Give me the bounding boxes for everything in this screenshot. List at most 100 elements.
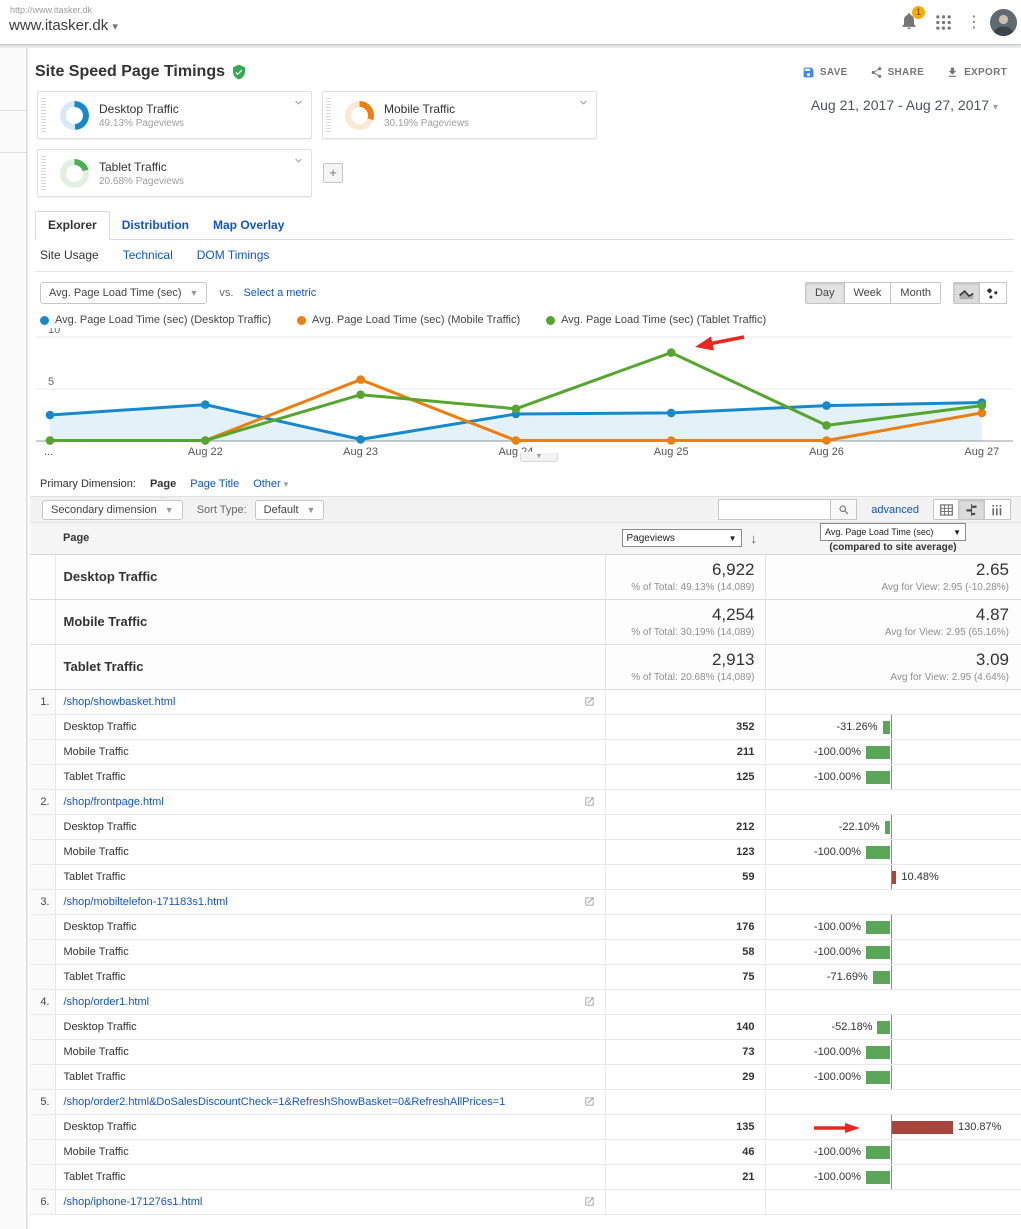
comparison-percent: 130.87% [958,1120,1002,1133]
open-in-new-icon[interactable] [584,1096,595,1110]
row-index-cell: 4. [30,989,56,1015]
select-a-metric-link[interactable]: Select a metric [243,287,317,299]
page-link[interactable]: /shop/order1.html [63,995,150,1008]
segment-sub-row: Mobile Traffic 211 -100.00% [30,739,1021,765]
segment-sub-row: Desktop Traffic 352 -31.26% [30,714,1021,740]
x-axis-expander[interactable]: ▼ [520,452,558,462]
subtab-dom-timings[interactable]: DOM Timings [196,248,270,262]
chevron-down-icon[interactable] [292,154,305,167]
legend-item-tablet[interactable]: Avg. Page Load Time (sec) (Tablet Traffi… [546,314,766,326]
comparison-view-button[interactable] [959,499,985,520]
dimension-page[interactable]: Page [149,478,177,499]
dimension-other[interactable]: Other ▾ [253,478,289,490]
page-link[interactable]: /shop/order2.html&DoSalesDiscountCheck=1… [63,1095,506,1108]
column-header-pageviews: Pageviews ▼ ↓ [605,523,765,555]
collapsed-nav-rail[interactable] [0,48,27,1229]
summary-row: Desktop Traffic 6,922 % of Total: 49.13% (… [30,554,1021,600]
open-in-new-icon[interactable] [584,996,595,1010]
comparison-bar-cell: -100.00% [764,939,1021,965]
bar-axis [890,739,892,764]
segment-card-tablet[interactable]: Tablet Traffic 20.68% Pageviews [37,149,312,197]
data-table-view-button[interactable] [933,499,959,520]
motion-chart-view-button[interactable] [980,282,1007,304]
pageviews-cell: 125 [604,764,765,790]
bar-axis [890,1114,892,1139]
secondary-dimension-button[interactable]: Secondary dimension ▼ [42,499,183,520]
legend-dot [297,315,307,325]
comparison-percent: -100.00% [813,1145,861,1158]
segment-label-cell: Mobile Traffic [55,739,605,765]
chevron-down-icon: ▾ [992,102,998,113]
comparison-bar [866,1045,890,1059]
tab-distribution[interactable]: Distribution [121,218,190,232]
pivot-view-button[interactable] [985,499,1011,520]
timeseries-chart[interactable]: 5 10... Aug 22 Aug 23 Aug 24 Aug 25 Aug 26 Aug … [36,324,1013,466]
row-index-cell [30,964,56,990]
subtab-technical[interactable]: Technical [122,248,173,262]
export-button[interactable]: EXPORT [946,66,1007,79]
pageviews-column-select[interactable]: Pageviews ▼ [621,529,742,548]
comparison-bar [891,870,897,884]
page-link[interactable]: /shop/frontpage.html [63,795,164,808]
open-in-new-icon[interactable] [584,896,595,910]
segment-card-desktop[interactable]: Desktop Traffic 49.13% Pageviews [37,91,312,139]
more-options-icon[interactable]: ⋮ [966,14,982,31]
drag-handle[interactable] [41,156,50,190]
column-header-page[interactable]: Page [55,523,605,555]
save-button[interactable]: SAVE [802,66,848,79]
line-chart-view-button[interactable] [953,282,980,304]
comparison-percent: -100.00% [813,945,861,958]
share-button[interactable]: SHARE [870,66,925,79]
open-in-new-icon[interactable] [584,796,595,810]
date-range-picker[interactable]: Aug 21, 2017 - Aug 27, 2017 ▾ [810,97,998,113]
page-link[interactable]: /shop/iphone-171276s1.html [63,1195,203,1208]
tab-explorer[interactable]: Explorer [35,211,110,240]
drag-handle[interactable] [326,98,335,132]
segment-card-mobile[interactable]: Mobile Traffic 30.19% Pageviews [322,91,597,139]
metric-summary-cell: 4.87 Avg for View: 2.95 (65.16%) [764,599,1021,645]
drag-handle[interactable] [41,98,50,132]
comparison-bar-cell: -22.10% [764,814,1021,840]
table-toolbar: Secondary dimension ▼ Sort Type: Default… [30,496,1021,523]
granularity-week-button[interactable]: Week [844,282,892,304]
granularity-group: Day Week Month [804,282,941,304]
segment-label-cell: Mobile Traffic [55,1039,605,1065]
legend-item-mobile[interactable]: Avg. Page Load Time (sec) (Mobile Traffi… [297,314,520,326]
segment-sub-row: Desktop Traffic 135 130.87% [30,1114,1021,1140]
add-segment-button[interactable]: + [323,163,343,183]
advanced-search-link[interactable]: advanced [871,503,919,516]
chevron-down-icon[interactable] [292,96,305,109]
open-in-new-icon[interactable] [584,696,595,710]
page-row: 4. /shop/order1.html [30,989,1021,1015]
metric-column-select[interactable]: Avg. Page Load Time (sec) ▼ [820,523,966,542]
page-title: Site Speed Page Timings [35,63,247,81]
pageviews-cell: 58 [604,939,765,965]
subtab-site-usage[interactable]: Site Usage [40,248,99,262]
metric-select[interactable]: Avg. Page Load Time (sec) ▼ [40,282,208,304]
page-link[interactable]: /shop/showbasket.html [63,695,176,708]
tab-map-overlay[interactable]: Map Overlay [213,218,285,232]
legend-item-desktop[interactable]: Avg. Page Load Time (sec) (Desktop Traff… [40,314,271,326]
bar-axis [890,1014,892,1039]
search-input[interactable] [718,499,831,520]
search-button[interactable] [830,499,858,520]
apps-grid-icon[interactable] [935,14,952,31]
comparison-bar [877,1020,890,1034]
legend-dot [40,315,49,325]
svg-text:Aug 27: Aug 27 [964,446,999,458]
account-selector[interactable]: www.itasker.dk ▾ [9,17,118,34]
pageviews-cell: 135 [604,1114,765,1140]
row-index-cell [30,814,56,840]
page-link[interactable]: /shop/mobiltelefon-171183s1.html [63,895,228,908]
sort-type-select[interactable]: Default ▼ [254,499,325,520]
segment-label-cell: Desktop Traffic [55,914,605,940]
granularity-month-button[interactable]: Month [891,282,941,304]
open-in-new-icon[interactable] [584,1196,595,1210]
dimension-page-title[interactable]: Page Title [190,478,240,490]
sort-descending-icon[interactable]: ↓ [750,530,758,546]
granularity-day-button[interactable]: Day [804,282,845,304]
row-index-cell [30,554,56,600]
avatar[interactable] [990,8,1017,36]
notifications-button[interactable]: 1 [899,6,925,33]
chevron-down-icon[interactable] [577,96,590,109]
